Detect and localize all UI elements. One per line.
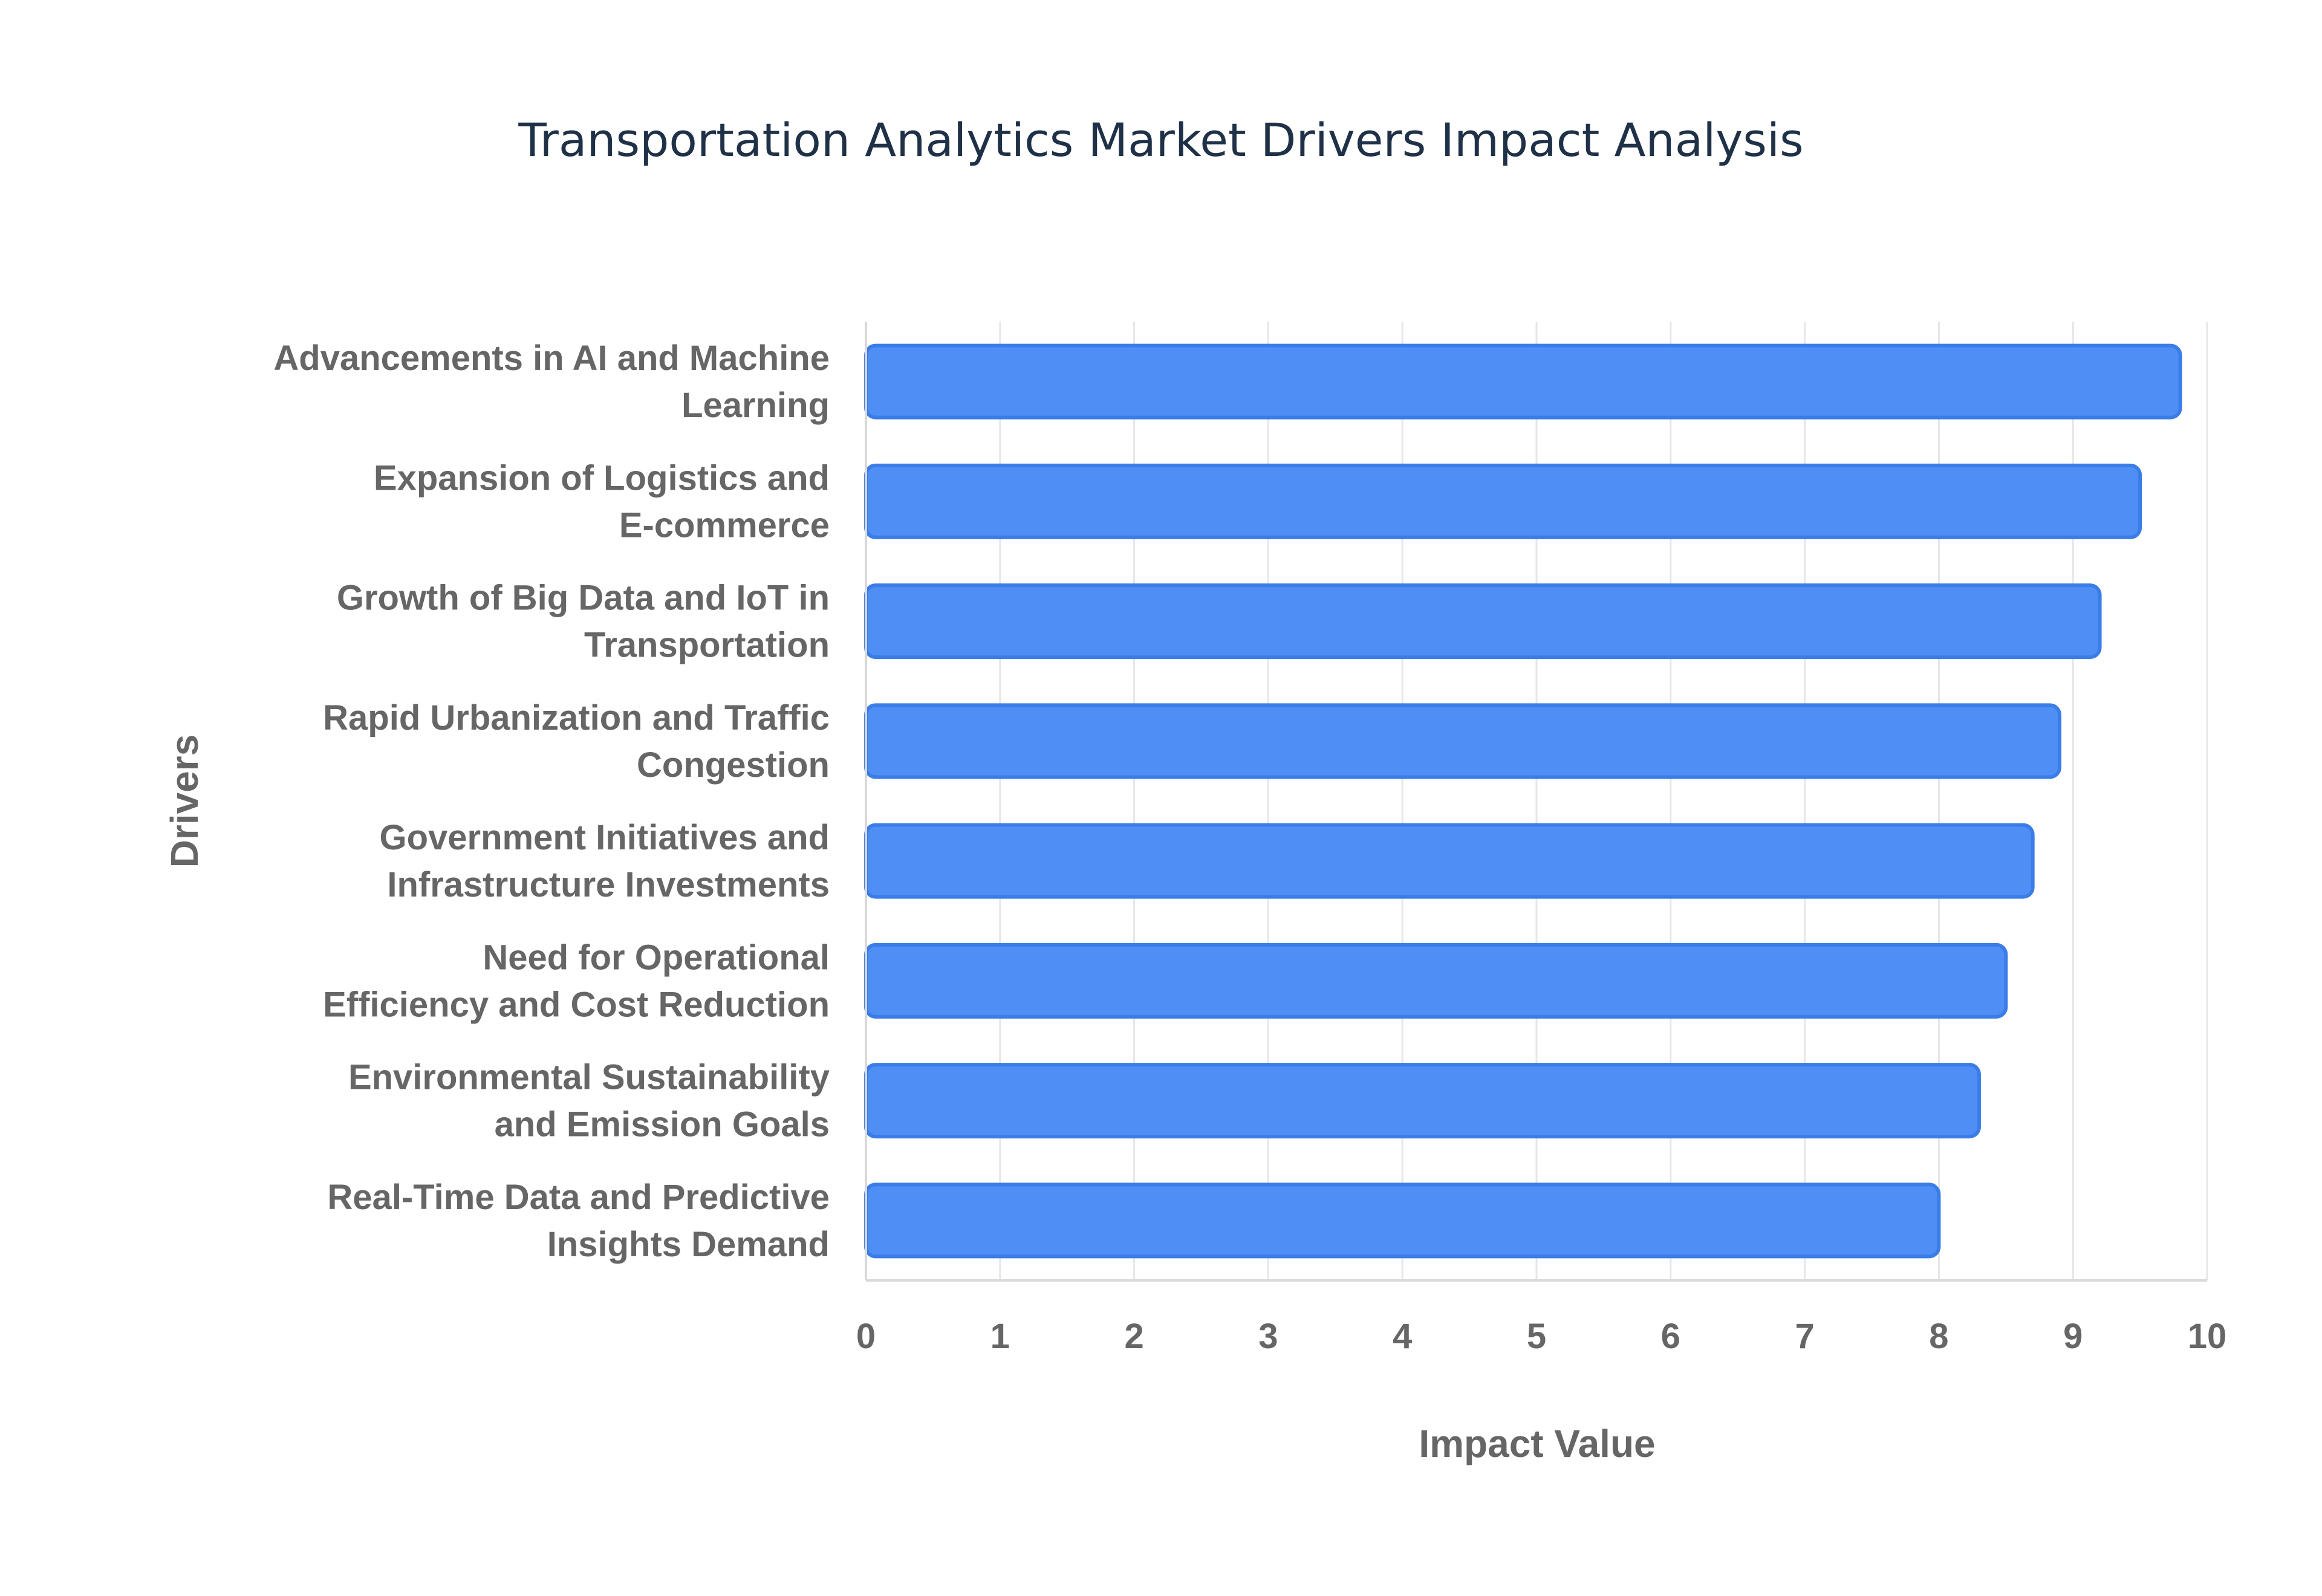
y-axis-title: Drivers — [163, 735, 206, 868]
category-label-line: Efficiency and Cost Reduction — [323, 985, 830, 1024]
bar[interactable] — [864, 1063, 1981, 1139]
bar[interactable] — [864, 463, 2142, 539]
bar[interactable] — [864, 343, 2182, 420]
category-label: Environmental Sustainability and Emission… — [348, 1058, 830, 1144]
x-tick-label: 3 — [1258, 1317, 1278, 1356]
category-label: Rapid Urbanization and Traffic Congestion — [323, 698, 830, 785]
category-label-line: Congestion — [637, 745, 830, 785]
x-tick-label: 10 — [2188, 1317, 2227, 1356]
category-label: Advancements in AI and Machine Learning — [273, 339, 830, 425]
bar[interactable] — [864, 1182, 1941, 1259]
category-label-line: Environmental Sustainability — [348, 1058, 830, 1097]
category-label-line: Expansion of Logistics and — [374, 458, 830, 498]
bar[interactable] — [864, 823, 2035, 899]
category-label: Government Initiatives and Infrastructure… — [379, 818, 830, 904]
bar[interactable] — [864, 703, 2062, 779]
x-tick-label: 9 — [2063, 1317, 2083, 1356]
category-label-line: E-commerce — [619, 505, 830, 545]
axes — [865, 322, 2207, 1282]
x-tick-label: 7 — [1795, 1317, 1814, 1356]
category-label-line: and Emission Goals — [495, 1105, 830, 1144]
x-tick-label: 4 — [1393, 1317, 1412, 1356]
category-label-line: Need for Operational — [483, 938, 830, 977]
category-label-line: Advancements in AI and Machine — [273, 339, 830, 378]
x-tick-label: 1 — [990, 1317, 1010, 1356]
chart-title: Transportation Analytics Market Drivers … — [518, 113, 1803, 167]
category-label-line: Infrastructure Investments — [387, 865, 830, 904]
bar[interactable] — [864, 583, 2102, 660]
category-label-line: Transportation — [584, 626, 830, 665]
category-label: Need for Operational Efficiency and Cost … — [323, 938, 830, 1024]
x-axis-tick-labels: 0 1 2 3 4 5 6 7 8 9 10 — [856, 1317, 2226, 1356]
category-label: Expansion of Logistics and E-commerce — [374, 458, 830, 545]
bar[interactable] — [864, 942, 2008, 1019]
x-tick-label: 0 — [856, 1317, 876, 1356]
category-label-line: Growth of Big Data and IoT in — [337, 579, 830, 618]
y-axis-category-labels: Advancements in AI and Machine Learning Ex… — [273, 339, 830, 1264]
x-tick-label: 5 — [1527, 1317, 1546, 1356]
category-label-line: Learning — [681, 386, 830, 425]
x-tick-label: 8 — [1929, 1317, 1948, 1356]
category-label: Real-Time Data and Predictive Insights De… — [327, 1178, 830, 1264]
category-label-line: Real-Time Data and Predictive — [327, 1178, 830, 1217]
category-label: Growth of Big Data and IoT in Transportat… — [337, 579, 830, 665]
x-axis-title: Impact Value — [1419, 1422, 1655, 1465]
category-label-line: Government Initiatives and — [379, 818, 830, 857]
category-label-line: Rapid Urbanization and Traffic — [323, 698, 830, 738]
x-tick-label: 6 — [1661, 1317, 1680, 1356]
bars — [864, 343, 2182, 1259]
category-label-line: Insights Demand — [547, 1225, 830, 1264]
x-tick-label: 2 — [1124, 1317, 1143, 1356]
